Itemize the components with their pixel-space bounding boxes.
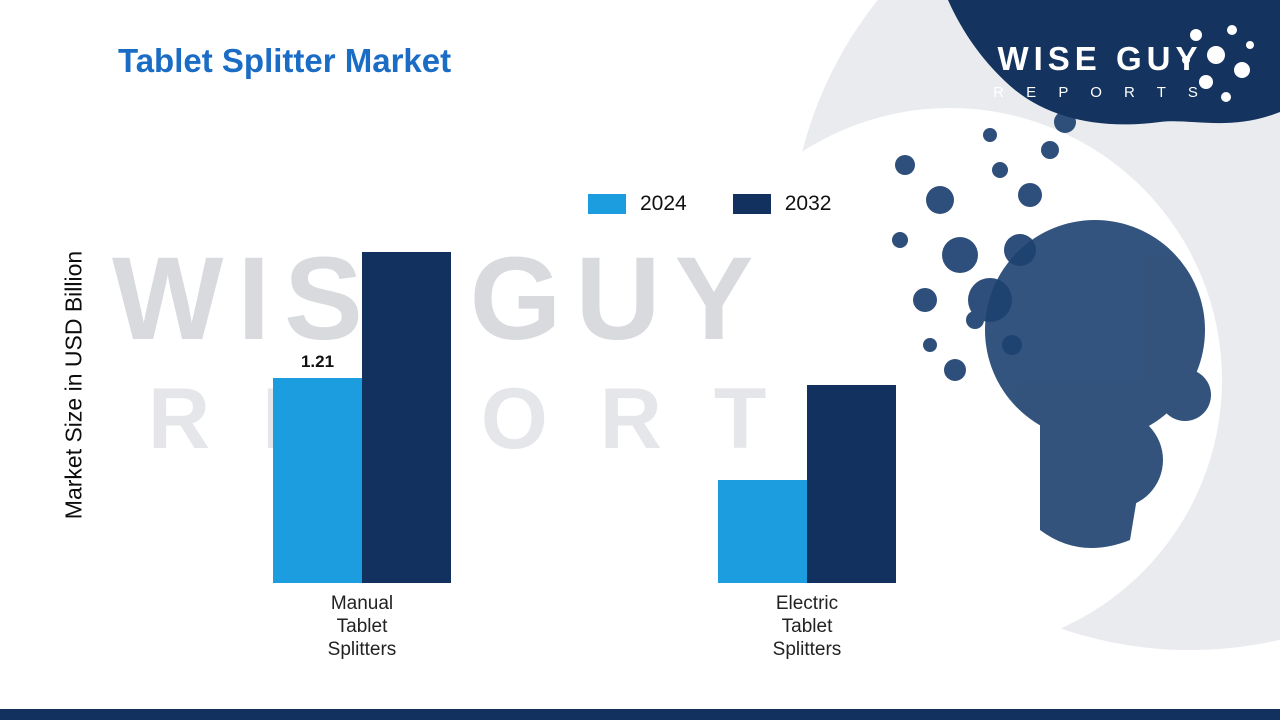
head-profile-silhouette bbox=[985, 220, 1211, 548]
category-label-line: Splitters bbox=[327, 639, 397, 660]
category-label-line: Splitters bbox=[772, 639, 842, 660]
bar-2032-electric-tablet-splitters bbox=[807, 385, 896, 583]
category-label-1: Manual Tablet Splitters bbox=[273, 592, 451, 661]
bar-2024-electric-tablet-splitters bbox=[718, 480, 807, 583]
brand-logo-line2: R E P O R T S bbox=[993, 84, 1207, 101]
legend: 2024 2032 bbox=[588, 192, 831, 216]
bar-2032-manual-tablet-splitters bbox=[362, 252, 451, 583]
legend-item-2032: 2032 bbox=[732, 192, 832, 216]
bar-2024-manual-tablet-splitters: 1.21 bbox=[273, 352, 362, 583]
legend-swatch-2032 bbox=[732, 194, 771, 214]
legend-swatch-2024 bbox=[588, 194, 626, 214]
plot-area: 1.21 Manual Tablet Splitters Electric Tablet S… bbox=[0, 244, 1280, 660]
bar-value-label: 1.21 bbox=[300, 352, 335, 371]
category-label-line: Tablet bbox=[781, 616, 833, 637]
logo-face-dots bbox=[1182, 25, 1254, 102]
legend-label-2032: 2032 bbox=[784, 192, 832, 215]
brand-logo-line1: WISE GUY bbox=[997, 40, 1203, 77]
category-label-line: Electric bbox=[775, 593, 839, 614]
bar-group-1: 1.21 Manual Tablet Splitters bbox=[273, 244, 451, 660]
category-label-line: Manual bbox=[330, 593, 394, 614]
bar-group-2: Electric Tablet Splitters bbox=[718, 244, 896, 660]
category-label-line: Tablet bbox=[336, 616, 388, 637]
footer-bar bbox=[0, 709, 1280, 720]
category-label-2: Electric Tablet Splitters bbox=[718, 592, 896, 661]
legend-label-2024: 2024 bbox=[640, 192, 687, 215]
page-title: Tablet Splitter Market bbox=[118, 42, 452, 79]
y-axis-label: Market Size in USD Billion bbox=[60, 250, 87, 520]
legend-item-2024: 2024 bbox=[588, 192, 687, 216]
brand-logo: WISE GUY R E P O R T S bbox=[985, 40, 1215, 101]
watermark-line2: REPORTS bbox=[148, 370, 928, 467]
